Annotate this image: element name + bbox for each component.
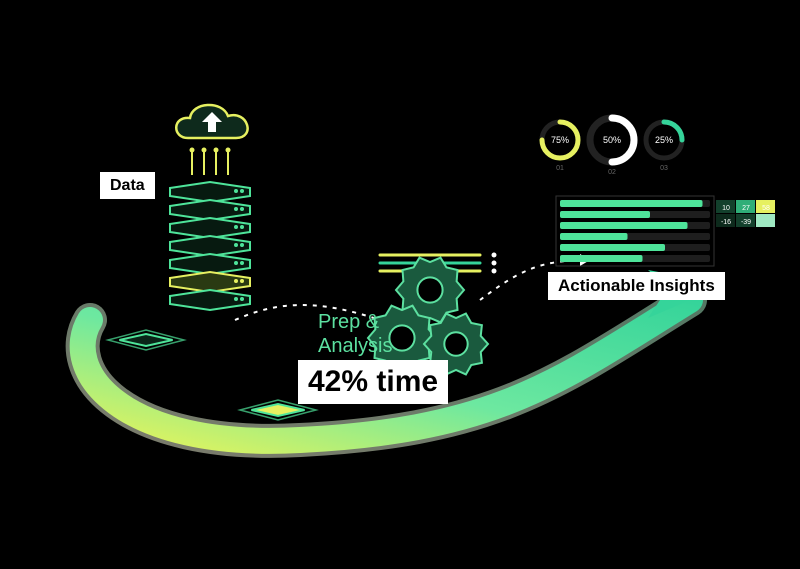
svg-text:25%: 25% — [655, 135, 673, 145]
svg-text:58: 58 — [762, 205, 770, 212]
svg-text:75%: 75% — [551, 135, 569, 145]
svg-text:03: 03 — [660, 165, 668, 172]
stat-label: 42% time — [298, 360, 448, 404]
prep-line2: Analysis — [318, 335, 392, 357]
svg-text:-16: -16 — [721, 219, 731, 226]
insights-label: Actionable Insights — [548, 272, 725, 300]
svg-text:10: 10 — [722, 205, 730, 212]
data-label: Data — [100, 172, 155, 199]
svg-text:27: 27 — [742, 205, 750, 212]
prep-line1: Prep & — [318, 311, 379, 333]
svg-text:50%: 50% — [603, 135, 621, 145]
prep-analysis-label: Prep & Analysis — [318, 310, 392, 358]
svg-text:01: 01 — [556, 165, 564, 172]
svg-text:-39: -39 — [741, 219, 751, 226]
infographic-stage: { "canvas":{"w":800,"h":569,"bg":"#00000… — [0, 0, 800, 569]
svg-text:02: 02 — [608, 169, 616, 176]
